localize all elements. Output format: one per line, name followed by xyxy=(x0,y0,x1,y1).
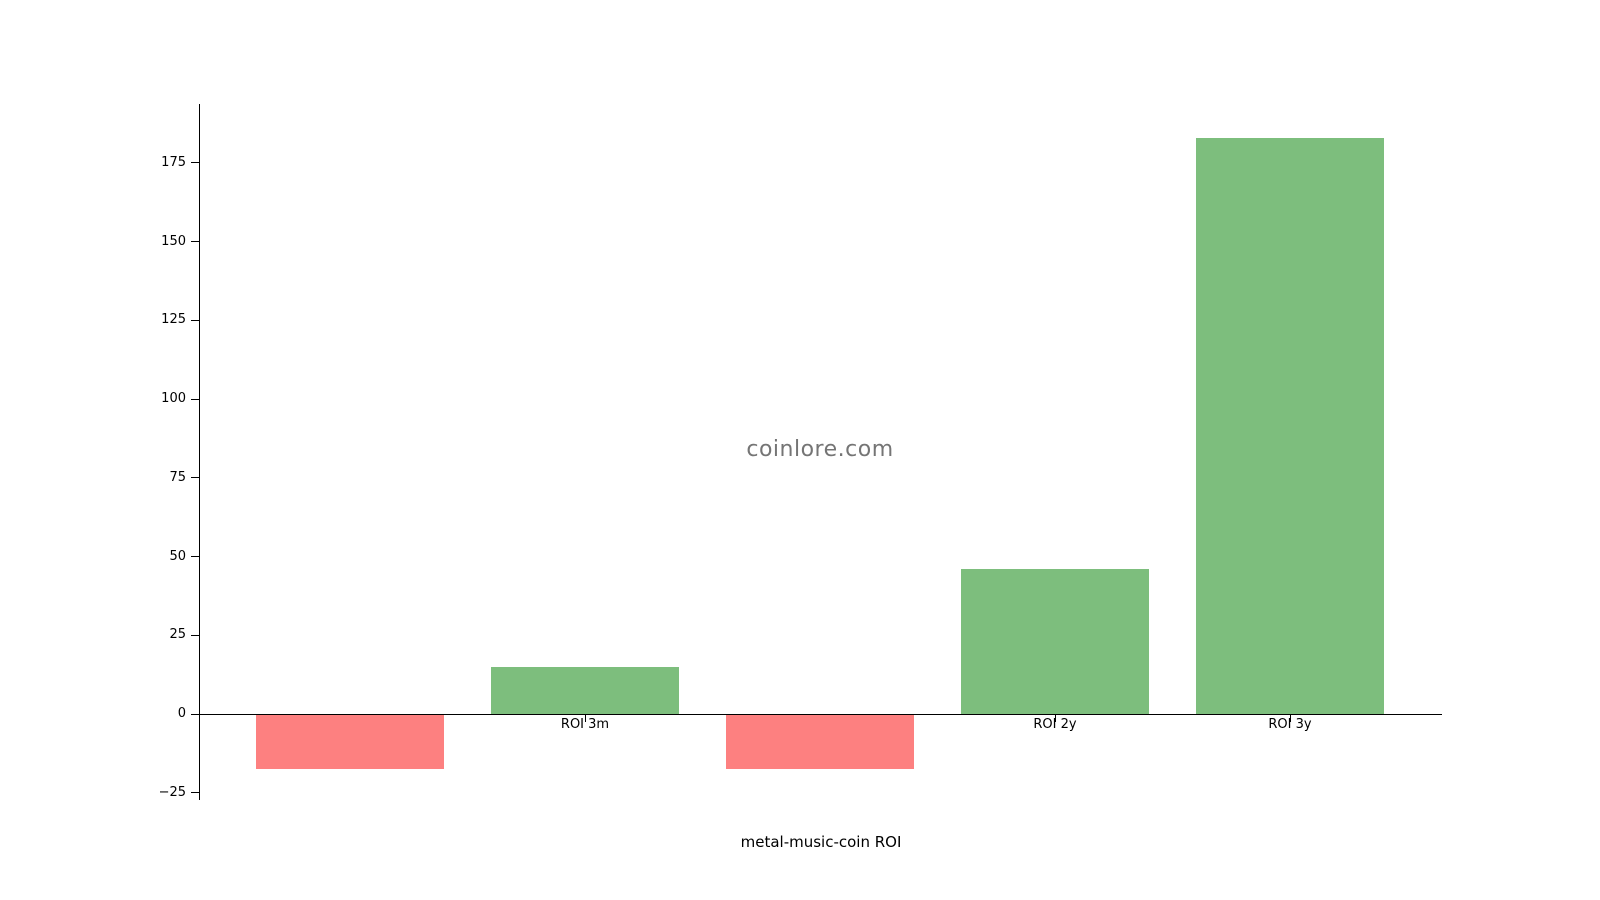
x-axis-line xyxy=(199,714,1442,715)
x-tick-mark xyxy=(1290,715,1291,722)
y-tick-mark xyxy=(191,477,199,479)
y-tick-mark xyxy=(191,241,199,242)
y-tick-label: 150 xyxy=(161,233,186,249)
bar-0 xyxy=(256,715,444,769)
watermark: coinlore.com xyxy=(746,437,894,462)
y-tick-mark xyxy=(191,792,199,794)
x-tick-label: ROI 3y xyxy=(1268,717,1312,732)
y-tick-label: −25 xyxy=(158,784,186,800)
bar-2 xyxy=(726,715,914,769)
x-tick-label: ROI 2y xyxy=(1033,717,1077,732)
y-tick-mark xyxy=(191,556,199,557)
bar-1 xyxy=(491,666,679,714)
y-tick-mark xyxy=(191,319,199,321)
y-axis-line xyxy=(199,104,200,800)
x-axis-title: metal-music-coin ROI xyxy=(740,833,902,851)
y-tick-mark xyxy=(191,713,199,715)
y-tick-label: 175 xyxy=(161,154,186,170)
y-tick-mark xyxy=(191,398,199,400)
y-tick-label: 100 xyxy=(161,391,186,406)
y-tick-mark xyxy=(191,162,199,164)
bar-3 xyxy=(961,569,1149,714)
x-tick-mark xyxy=(585,715,586,722)
y-tick-label: 0 xyxy=(177,706,186,721)
bar-4 xyxy=(1196,137,1384,714)
y-tick-label: 25 xyxy=(169,627,186,643)
x-tick-label: ROI 3m xyxy=(560,717,610,732)
y-tick-mark xyxy=(191,634,199,636)
y-tick-label: 125 xyxy=(161,312,186,328)
y-tick-label: 75 xyxy=(169,469,186,485)
y-tick-label: 50 xyxy=(169,548,186,564)
x-tick-mark xyxy=(1055,715,1056,722)
